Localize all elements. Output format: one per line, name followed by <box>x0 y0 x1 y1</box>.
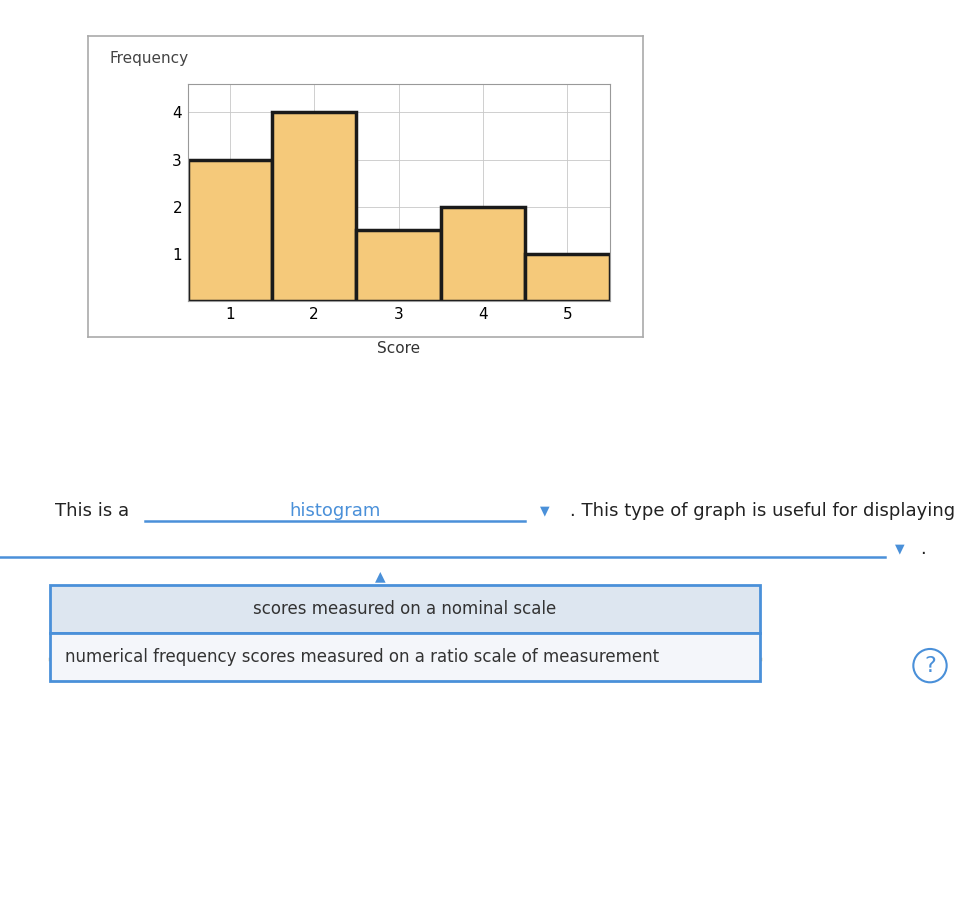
X-axis label: Score: Score <box>377 341 420 356</box>
Text: ▲: ▲ <box>375 570 386 583</box>
FancyBboxPatch shape <box>50 584 760 633</box>
Bar <box>525 254 610 301</box>
Text: This is a: This is a <box>55 502 130 520</box>
Text: .: . <box>920 539 925 557</box>
Text: histogram: histogram <box>289 502 381 520</box>
Text: ▼: ▼ <box>540 504 549 517</box>
Text: ?: ? <box>924 655 936 676</box>
Text: numerical frequency scores measured on a ratio scale of measurement: numerical frequency scores measured on a… <box>65 647 659 665</box>
Text: ▼: ▼ <box>895 542 905 555</box>
Bar <box>188 159 272 301</box>
Bar <box>441 207 525 301</box>
FancyBboxPatch shape <box>50 633 760 681</box>
Text: Frequency: Frequency <box>110 51 189 66</box>
Bar <box>272 112 356 301</box>
Text: scores measured on a nominal scale: scores measured on a nominal scale <box>253 600 556 618</box>
Bar <box>356 230 441 301</box>
Text: . This type of graph is useful for displaying: . This type of graph is useful for displ… <box>570 502 955 520</box>
